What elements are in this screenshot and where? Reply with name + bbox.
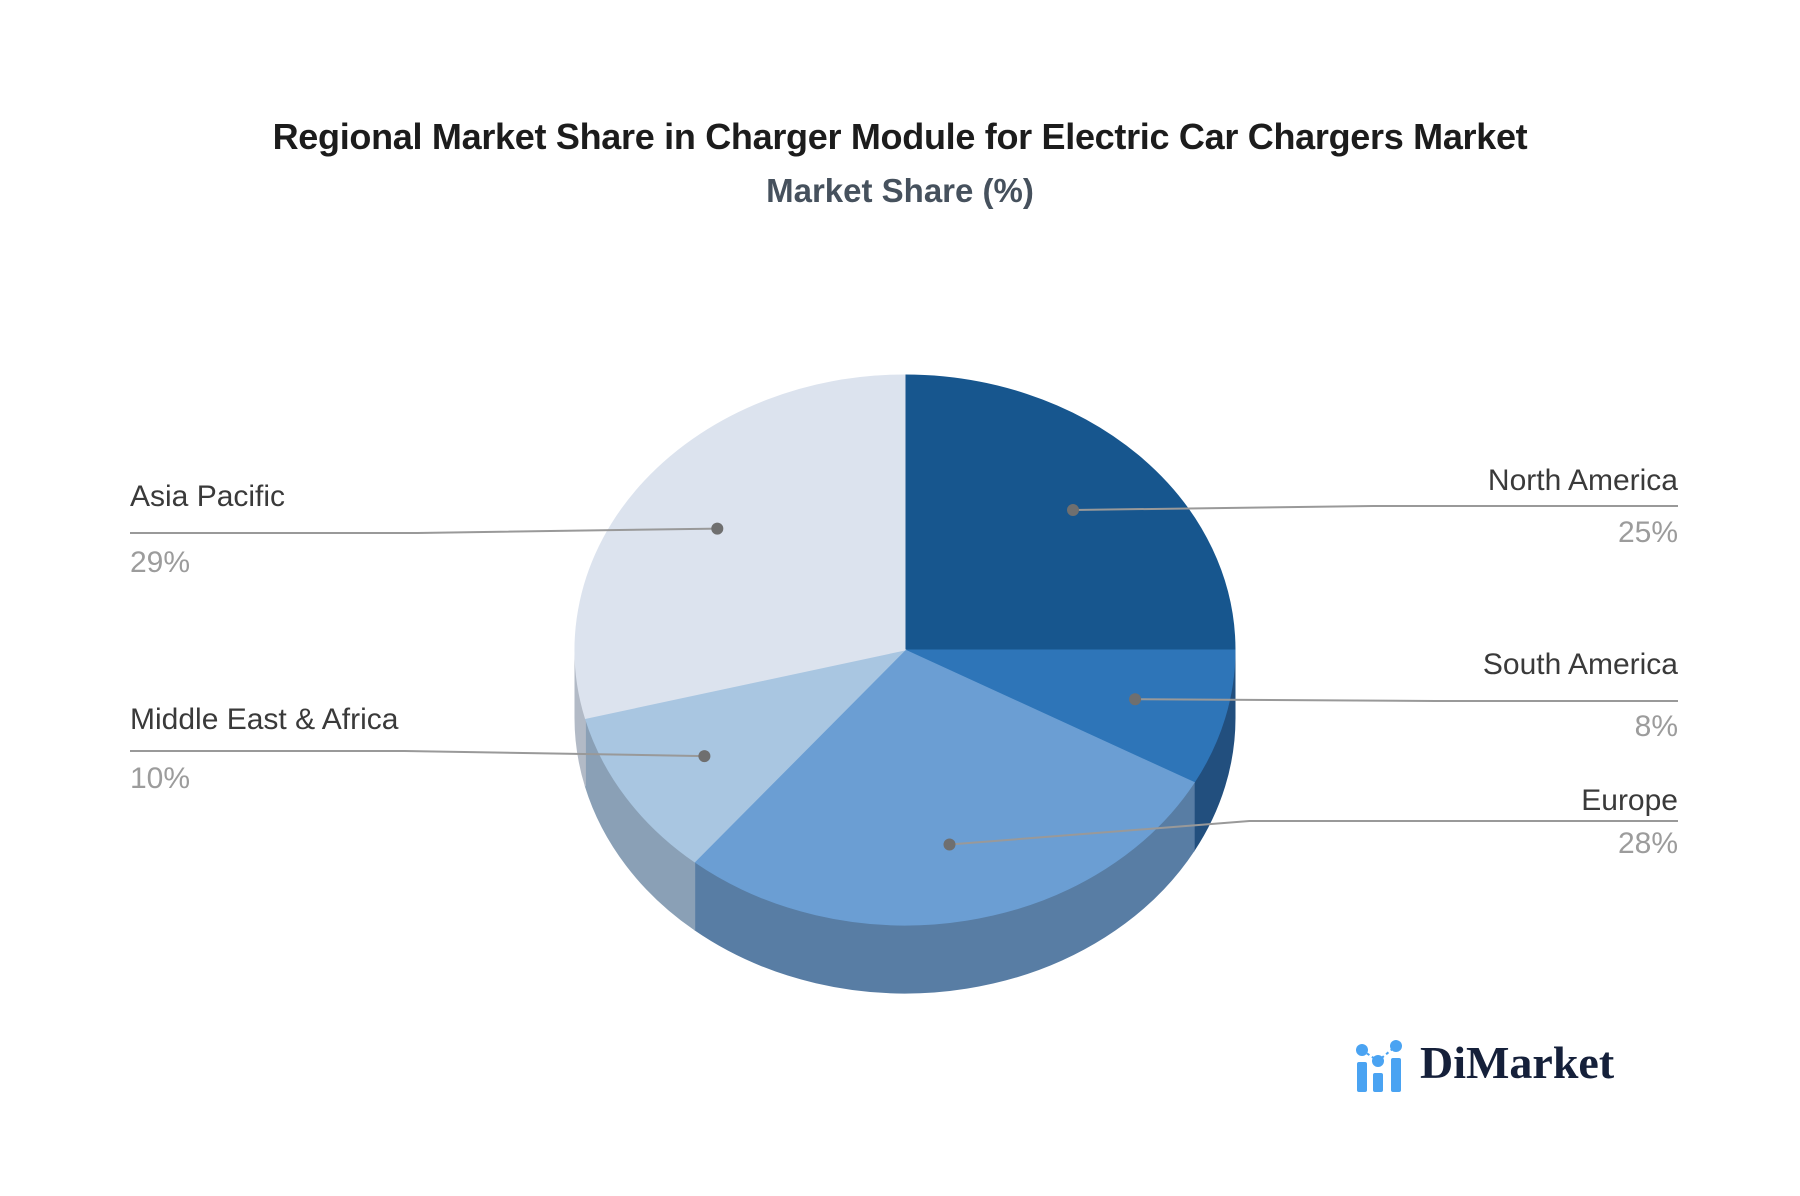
slice-label-asia-pacific: Asia Pacific <box>130 480 286 513</box>
slice-label-middle-east-africa: Middle East & Africa <box>130 703 399 736</box>
connector-line-ap <box>130 527 718 534</box>
slice-label-north-america: North America <box>1487 464 1678 497</box>
slice-value-north-america: 25% <box>1617 516 1678 549</box>
connector-dot-eu <box>943 838 956 851</box>
connector-line-eu <box>949 820 1678 846</box>
connector-dot-mea <box>698 750 711 763</box>
slice-label-europe: Europe <box>1581 784 1678 817</box>
pie-slice-ap[interactable] <box>574 374 906 719</box>
pie-slice-mea[interactable] <box>584 649 907 863</box>
slice-value-asia-pacific: 29% <box>130 546 191 579</box>
connector-dot-sa <box>1129 693 1142 706</box>
slice-label-south-america: South America <box>1482 648 1678 681</box>
pie-slice-eu[interactable] <box>693 649 1195 926</box>
brand-name: DiMarket <box>1420 1037 1615 1088</box>
slice-value-south-america: 8% <box>1634 710 1678 743</box>
connector-line-na <box>1072 505 1678 511</box>
bar-chart-icon <box>1356 1040 1402 1092</box>
chart-title: Regional Market Share in Charger Module … <box>272 116 1528 157</box>
connector-line-sa <box>1135 698 1678 702</box>
slice-value-europe: 28% <box>1617 827 1678 860</box>
brand-logo: DiMarket <box>1356 1037 1615 1094</box>
connector-line-mea <box>130 750 705 758</box>
connector-dot-na <box>1067 504 1079 516</box>
pie-slice-sa[interactable] <box>904 649 1236 784</box>
slice-value-middle-east-africa: 10% <box>130 762 191 795</box>
connector-dot-ap <box>711 522 724 535</box>
chart-subtitle: Market Share (%) <box>766 172 1034 209</box>
